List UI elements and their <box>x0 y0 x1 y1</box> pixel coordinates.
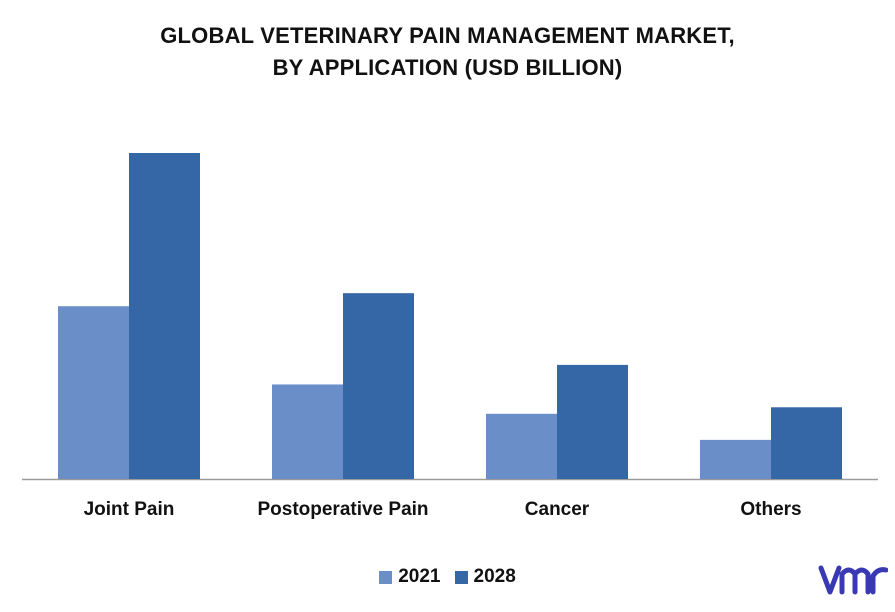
x-tick-label: Joint Pain <box>84 499 175 520</box>
chart-title: GLOBAL VETERINARY PAIN MANAGEMENT MARKET… <box>0 20 895 84</box>
bar-2021-joint-pain <box>58 306 129 479</box>
legend: 2021 2028 <box>0 566 895 588</box>
x-tick-label: Cancer <box>525 499 590 520</box>
bar-2028-joint-pain <box>129 153 200 479</box>
bar-2028-cancer <box>557 364 628 479</box>
x-tick-label: Others <box>740 499 801 520</box>
legend-label-2021: 2021 <box>398 566 441 587</box>
legend-item-2028: 2028 <box>454 566 516 588</box>
legend-item-2021: 2021 <box>379 566 441 588</box>
bar-2021-cancer <box>486 413 557 479</box>
bar-2021-postoperative-pain <box>272 384 343 479</box>
vmr-logo-icon <box>818 565 888 595</box>
x-tick-label: Postoperative Pain <box>257 499 428 520</box>
legend-label-2028: 2028 <box>473 566 516 587</box>
bar-2028-others <box>771 407 842 479</box>
legend-swatch-2028 <box>454 570 468 584</box>
bar-2021-others <box>700 439 771 479</box>
chart-title-line2: BY APPLICATION (USD BILLION) <box>272 55 623 80</box>
bar-2028-postoperative-pain <box>343 293 414 479</box>
legend-swatch-2021 <box>379 570 393 584</box>
chart-title-line1: GLOBAL VETERINARY PAIN MANAGEMENT MARKET… <box>160 23 735 48</box>
